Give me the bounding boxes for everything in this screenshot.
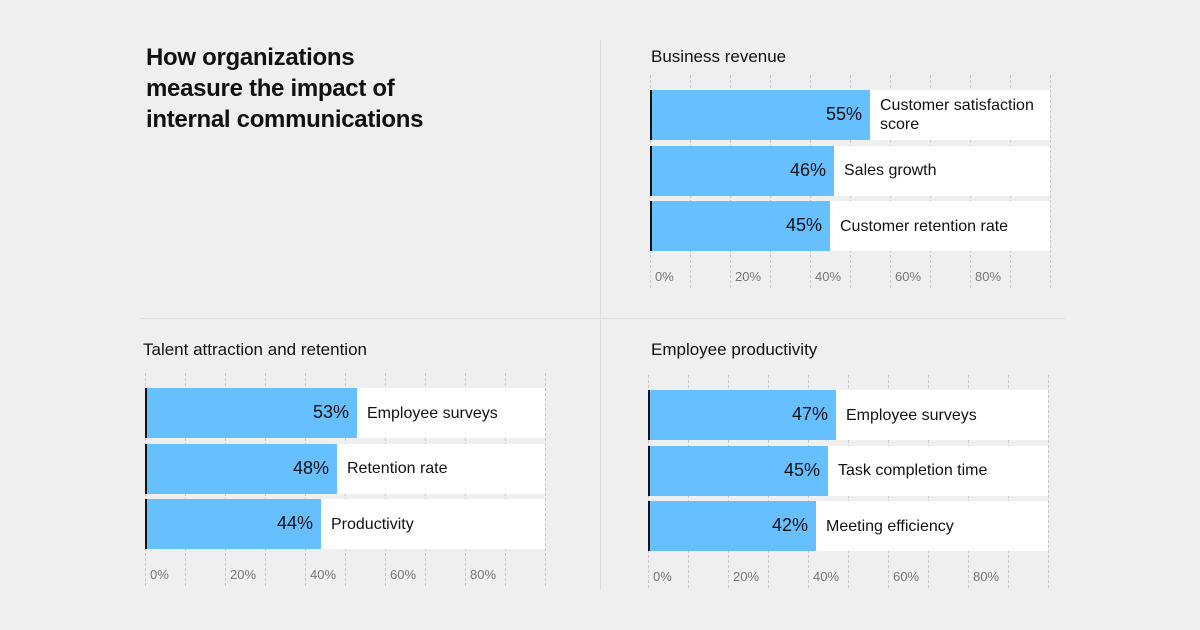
x-tick-label: 60% — [390, 567, 417, 582]
x-tick-label: 0% — [150, 567, 169, 582]
bar — [147, 388, 357, 438]
x-tick-label: 60% — [893, 569, 920, 584]
x-tick-label: 0% — [655, 269, 674, 284]
category-label: Productivity — [331, 515, 414, 533]
chart-title: Talent attraction and retention — [143, 340, 367, 359]
bar — [147, 499, 321, 549]
value-label: 44% — [276, 513, 313, 533]
value-label: 45% — [783, 459, 820, 480]
bar — [652, 201, 830, 251]
x-tick-label: 80% — [973, 569, 1000, 584]
value-label: 55% — [825, 104, 862, 124]
bar — [650, 501, 816, 551]
x-tick-label: 40% — [815, 269, 842, 284]
x-tick-label: 20% — [230, 567, 257, 582]
chart-title: Business revenue — [651, 47, 787, 66]
page-title: How organizations measure the impact of … — [146, 44, 424, 133]
category-label: Meeting efficiency — [826, 517, 954, 535]
x-tick-label: 40% — [310, 567, 337, 582]
grid-line — [1048, 375, 1049, 588]
value-label: 42% — [771, 515, 808, 535]
x-tick-label: 20% — [735, 269, 762, 284]
category-label: Employee surveys — [367, 404, 498, 422]
x-tick-label: 0% — [653, 569, 672, 584]
value-label: 48% — [292, 457, 329, 478]
bar — [652, 90, 870, 140]
category-label: Employee surveys — [846, 406, 977, 424]
x-tick-label: 80% — [470, 567, 497, 582]
bar — [652, 145, 834, 196]
value-label: 53% — [312, 402, 349, 422]
x-tick-label: 20% — [733, 569, 760, 584]
bar — [650, 445, 828, 496]
grid-line — [1050, 75, 1051, 288]
x-tick-label: 40% — [813, 569, 840, 584]
x-tick-label: 80% — [975, 269, 1002, 284]
bar — [650, 390, 836, 440]
bar — [147, 443, 337, 494]
chart-title: Employee productivity — [651, 340, 818, 359]
category-label: Customer retention rate — [840, 217, 1009, 235]
category-label: Sales growth — [844, 162, 937, 179]
divider — [600, 40, 601, 590]
x-tick-label: 60% — [895, 269, 922, 284]
category-label: Retention rate — [347, 460, 448, 477]
divider — [140, 318, 1065, 319]
value-label: 47% — [791, 404, 828, 424]
grid-line — [545, 373, 546, 586]
value-label: 45% — [785, 215, 822, 235]
category-label: Task completion time — [838, 462, 988, 479]
value-label: 46% — [789, 159, 826, 180]
category-label: Customer satisfaction score — [880, 97, 1034, 133]
